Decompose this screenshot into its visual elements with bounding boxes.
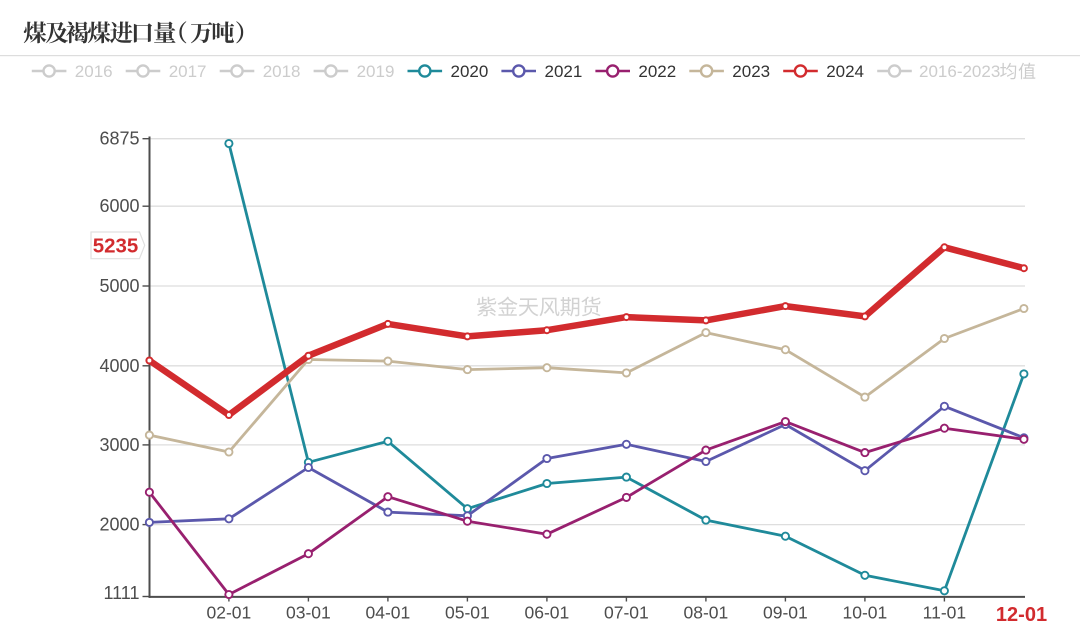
svg-text:2024: 2024 — [826, 62, 864, 81]
svg-text:09-01: 09-01 — [763, 603, 808, 623]
svg-text:08-01: 08-01 — [684, 603, 729, 623]
svg-text:2020: 2020 — [451, 62, 489, 81]
svg-text:11-01: 11-01 — [923, 603, 966, 623]
svg-text:2022: 2022 — [638, 62, 676, 81]
svg-text:2018: 2018 — [263, 62, 301, 81]
svg-text:5235: 5235 — [93, 234, 139, 257]
svg-text:2016-2023: 2016-2023 — [919, 62, 1000, 81]
svg-text:4000: 4000 — [99, 356, 139, 376]
svg-text:04-01: 04-01 — [366, 603, 411, 623]
svg-text:06-01: 06-01 — [525, 603, 570, 623]
svg-text:2021: 2021 — [545, 62, 583, 81]
svg-text:2023: 2023 — [732, 62, 770, 81]
svg-text:6875: 6875 — [99, 129, 139, 149]
svg-text:1111: 1111 — [103, 583, 139, 603]
svg-text:03-01: 03-01 — [286, 603, 331, 623]
svg-text:2016: 2016 — [75, 62, 113, 81]
svg-text:05-01: 05-01 — [445, 603, 490, 623]
svg-text:2019: 2019 — [357, 62, 395, 81]
svg-text:5000: 5000 — [99, 276, 139, 296]
svg-text:2000: 2000 — [99, 515, 139, 535]
svg-text:6000: 6000 — [99, 196, 139, 216]
svg-text:12-01: 12-01 — [996, 604, 1047, 626]
svg-text:07-01: 07-01 — [604, 603, 649, 623]
svg-text:02-01: 02-01 — [207, 603, 252, 623]
svg-text:10-01: 10-01 — [843, 603, 888, 623]
svg-text:2017: 2017 — [169, 62, 207, 81]
svg-text:3000: 3000 — [99, 435, 139, 455]
